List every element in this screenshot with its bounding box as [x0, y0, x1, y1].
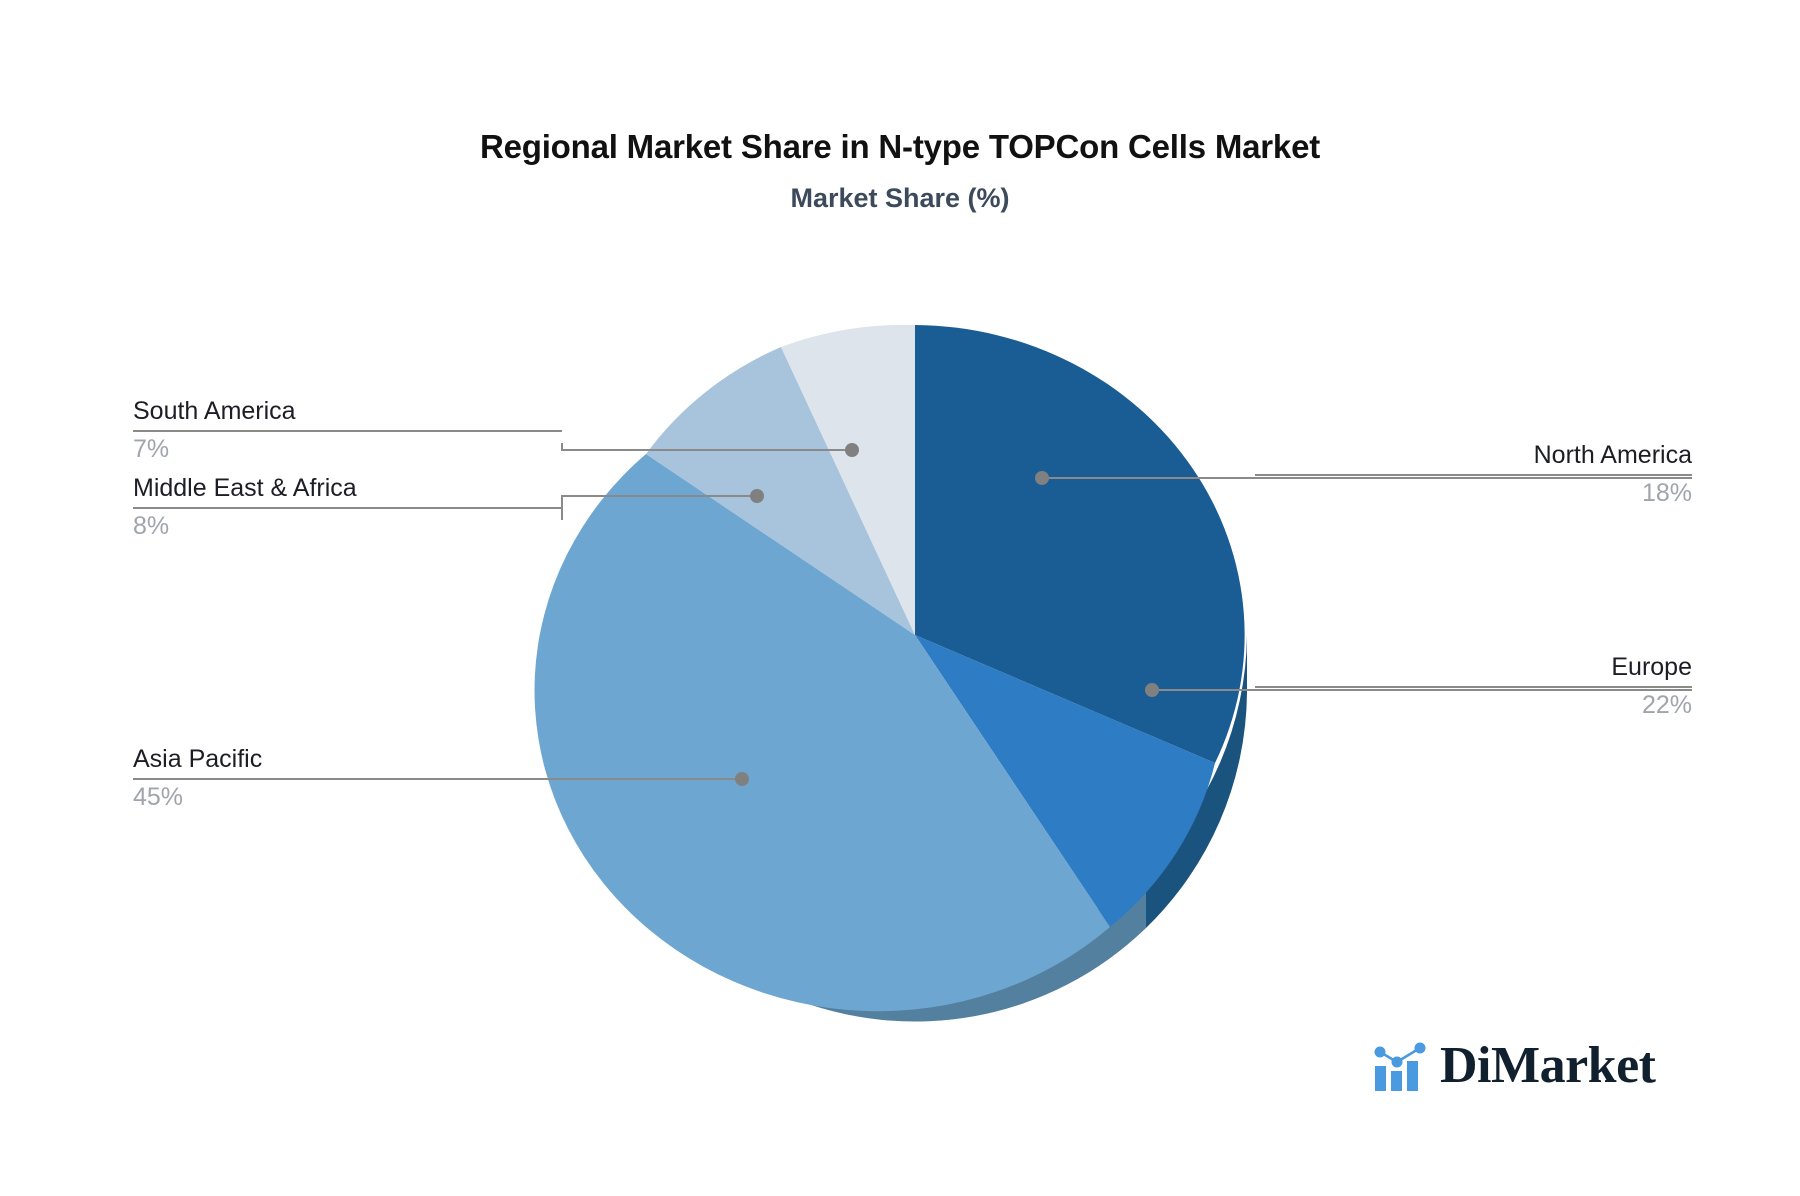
callout-label-middle-east-africa: Middle East & Africa: [133, 474, 357, 502]
callout-value-north-america: 18%: [1641, 479, 1692, 507]
pie-slice-asia-pacific[interactable]: [534, 454, 1110, 1012]
pie-leader-lines: [133, 443, 1692, 786]
callout-asia-pacific: Asia Pacific 45%: [133, 744, 562, 813]
bar-chart-icon: [1374, 1042, 1426, 1091]
callout-label-south-america: South America: [133, 397, 296, 425]
chart-subtitle: Market Share (%): [790, 183, 1010, 213]
callout-label-north-america: North America: [1533, 441, 1692, 469]
pie-slice-middle-east-africa[interactable]: [646, 347, 915, 635]
callout-rule-middle-east-africa: [133, 507, 562, 509]
leader-dot-north-america: [1035, 471, 1049, 485]
callout-value-europe: 22%: [1641, 691, 1692, 719]
leader-dot-europe: [1145, 683, 1159, 697]
callout-north-america: North America 18%: [1255, 440, 1692, 509]
leader-dot-south-america: [845, 443, 859, 457]
pie-slice-north-america[interactable]: [915, 325, 1245, 763]
leader-line-middle-east-africa: [561, 495, 757, 520]
callout-value-middle-east-africa: 8%: [133, 512, 170, 540]
callout-south-america: South America 7%: [133, 396, 562, 465]
callout-rule-europe: [1255, 686, 1692, 688]
brand-name: DiMarket: [1440, 1037, 1656, 1094]
brand-logo: DiMarket: [1372, 1037, 1656, 1094]
leader-dot-middle-east-africa: [750, 489, 764, 503]
callout-rule-north-america: [1255, 474, 1692, 476]
leader-dot-asia-pacific: [735, 772, 749, 786]
callout-value-asia-pacific: 45%: [133, 783, 184, 811]
leader-line-south-america: [561, 443, 852, 451]
callout-label-europe: Europe: [1611, 653, 1692, 681]
pie-slice-south-america[interactable]: [781, 324, 915, 635]
callout-europe: Europe 22%: [1255, 652, 1692, 721]
callout-value-south-america: 7%: [133, 435, 170, 463]
callout-label-asia-pacific: Asia Pacific: [133, 745, 263, 773]
callout-rule-south-america: [133, 430, 562, 432]
pie-slice-europe[interactable]: [915, 635, 1215, 927]
chart-title: Regional Market Share in N-type TOPCon C…: [479, 128, 1321, 165]
callout-rule-asia-pacific: [133, 778, 562, 780]
pie-top-face: [534, 324, 1245, 1012]
callout-middle-east-africa: Middle East & Africa 8%: [133, 473, 562, 542]
